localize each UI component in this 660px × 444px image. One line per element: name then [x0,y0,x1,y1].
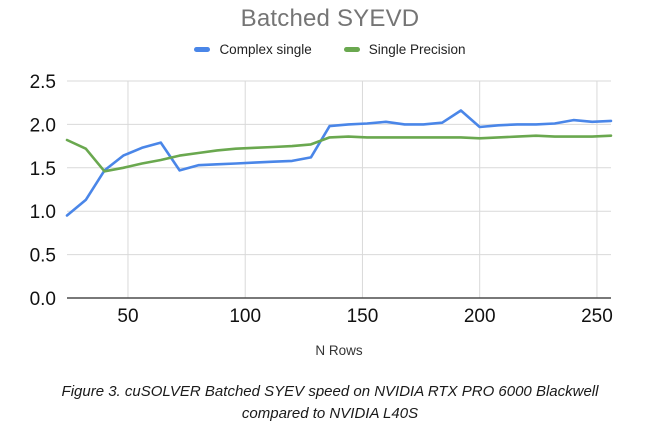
figure-caption: Figure 3. cuSOLVER Batched SYEV speed on… [61,383,599,422]
svg-text:2.5: 2.5 [30,72,56,93]
svg-text:0.0: 0.0 [30,289,56,310]
legend-label: Complex single [219,42,312,57]
svg-text:1.5: 1.5 [30,159,56,180]
x-axis-title: N Rows [315,343,363,358]
legend-label: Single Precision [368,42,466,57]
svg-text:100: 100 [229,306,261,327]
svg-text:2.0: 2.0 [30,115,56,136]
svg-text:250: 250 [581,306,613,327]
svg-text:200: 200 [464,306,496,327]
svg-text:150: 150 [347,306,379,327]
svg-text:50: 50 [117,306,138,327]
svg-text:0.5: 0.5 [30,246,56,267]
chart-title: Batched SYEVD [240,5,420,32]
chart-legend: Complex single Single Precision [0,42,660,57]
legend-item-complex-single: Complex single [194,42,312,57]
line-swatch-icon [194,47,211,52]
svg-text:1.0: 1.0 [30,202,56,223]
legend-item-single-precision: Single Precision [343,42,466,57]
line-swatch-icon [343,47,360,52]
